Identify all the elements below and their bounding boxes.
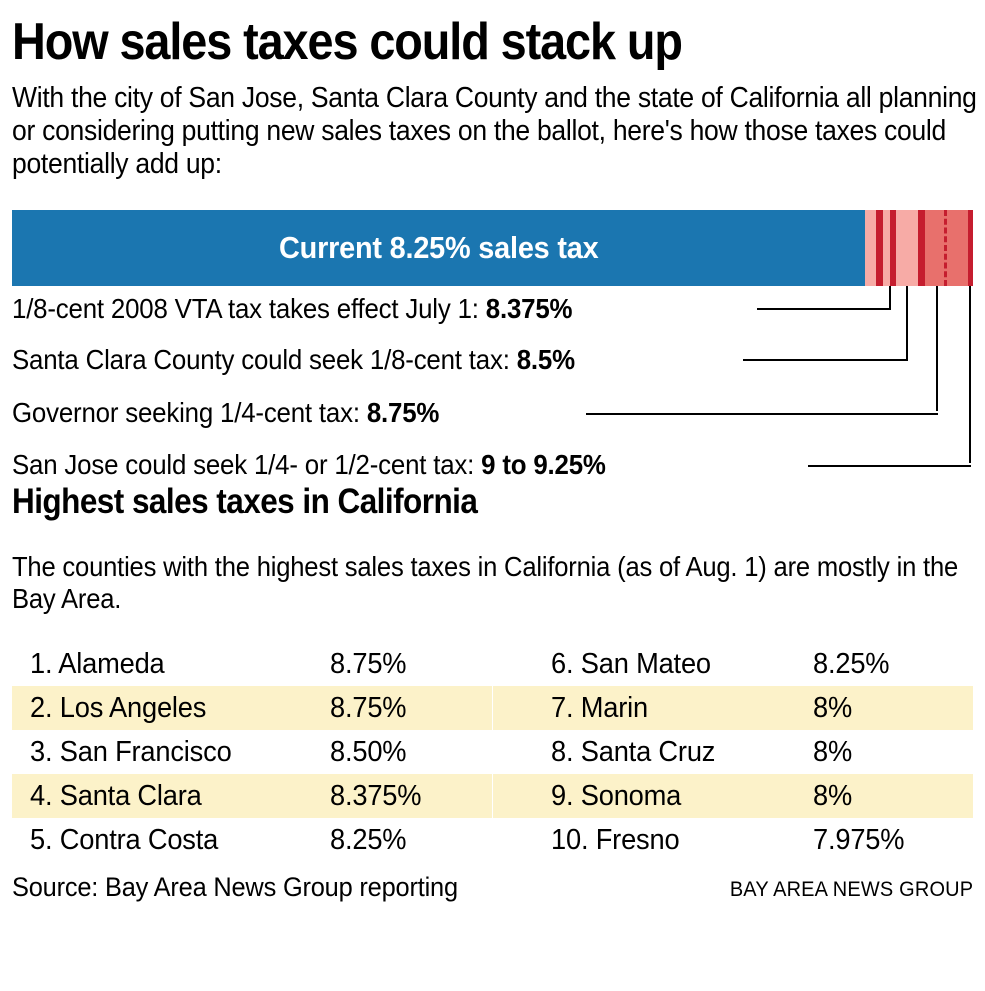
rank-label: 10. Fresno xyxy=(551,823,680,856)
bar-segment-sanjose xyxy=(948,209,969,286)
rank-label: 3. San Francisco xyxy=(30,735,232,768)
callout-label-4: San Jose could seek 1/4- or 1/2-cent tax… xyxy=(12,448,606,480)
rank-column-right: 6. San Mateo 8.25% 7. Marin 8% 8. Santa Cr… xyxy=(493,642,973,862)
rank-label: 7. Marin xyxy=(551,691,648,724)
callout-row-3: Governor seeking 1/4-cent tax: 8.75% xyxy=(12,396,466,430)
table-row: 9. Sonoma 8% xyxy=(493,774,973,819)
callout-row-4: San Jose could seek 1/4- or 1/2-cent tax… xyxy=(12,448,644,482)
callout-label-3: Governor seeking 1/4-cent tax: 8.75% xyxy=(12,396,440,428)
rank-value: 8.75% xyxy=(330,691,407,724)
callout-label-2: Santa Clara County could seek 1/8-cent t… xyxy=(12,343,575,375)
rank-value: 8.25% xyxy=(813,647,890,680)
callout-row-2: Santa Clara County could seek 1/8-cent t… xyxy=(12,343,611,377)
rank-label: 5. Contra Costa xyxy=(30,823,219,856)
table-row: 7. Marin 8% xyxy=(493,686,973,731)
table-row: 1. Alameda 8.75% xyxy=(12,642,492,686)
source-line: Source: Bay Area News Group reporting xyxy=(12,872,458,903)
bar-divider-3 xyxy=(918,209,925,286)
leader-vertical-2 xyxy=(906,285,908,359)
bar-track: Current 8.25% sales tax xyxy=(12,209,973,286)
table-row: 2. Los Angeles 8.75% xyxy=(12,686,492,731)
rank-value: 8.75% xyxy=(330,647,407,680)
table-row: 5. Contra Costa 8.25% xyxy=(12,818,492,862)
leader-vertical-1 xyxy=(889,285,891,308)
table-row: 3. San Francisco 8.50% xyxy=(12,730,492,774)
bar-divider-1 xyxy=(875,209,883,286)
rank-label: 8. Santa Cruz xyxy=(551,735,716,768)
intro-paragraph: With the city of San Jose, Santa Clara C… xyxy=(12,82,977,180)
page-title: How sales taxes could stack up xyxy=(12,13,683,71)
rank-value: 8% xyxy=(813,691,853,724)
table-row: 4. Santa Clara 8.375% xyxy=(12,774,492,819)
bar-segment-governor xyxy=(924,209,944,286)
rank-value: 8% xyxy=(813,779,853,812)
rank-value: 7.975% xyxy=(813,823,905,856)
rank-label: 6. San Mateo xyxy=(551,647,711,680)
table-row: 10. Fresno 7.975% xyxy=(493,818,973,862)
rank-value: 8.25% xyxy=(330,823,407,856)
rank-label: 1. Alameda xyxy=(30,647,165,680)
table-row: 8. Santa Cruz 8% xyxy=(493,730,973,774)
rank-label: 9. Sonoma xyxy=(551,779,682,812)
bar-divider-2 xyxy=(889,209,897,286)
bar-current-label: Current 8.25% sales tax xyxy=(278,229,599,265)
rank-column-left: 1. Alameda 8.75% 2. Los Angeles 8.75% 3. S… xyxy=(12,642,492,862)
callout-row-1: 1/8-cent 2008 VTA tax takes effect July … xyxy=(12,292,608,326)
county-rank-table: 1. Alameda 8.75% 2. Los Angeles 8.75% 3. S… xyxy=(12,642,973,862)
rank-value: 8.50% xyxy=(330,735,407,768)
rank-value: 8.375% xyxy=(330,779,422,812)
rank-label: 2. Los Angeles xyxy=(30,691,207,724)
footer: Source: Bay Area News Group reporting BA… xyxy=(12,872,973,903)
leader-horizontal-1 xyxy=(757,307,891,310)
credit-line: BAY AREA NEWS GROUP xyxy=(729,878,973,902)
leader-vertical-3 xyxy=(936,285,938,411)
callout-label-1: 1/8-cent 2008 VTA tax takes effect July … xyxy=(12,292,573,324)
stacked-tax-bar: Current 8.25% sales tax xyxy=(12,209,973,286)
rank-value: 8% xyxy=(813,735,853,768)
bar-segment-county xyxy=(896,209,919,286)
bar-dashed-marker xyxy=(943,209,949,286)
leader-horizontal-2 xyxy=(743,358,908,361)
callout-list: 1/8-cent 2008 VTA tax takes effect July … xyxy=(12,285,973,482)
bar-segment-vta xyxy=(865,209,876,286)
bar-end-cap xyxy=(968,209,973,286)
leader-horizontal-4 xyxy=(808,464,971,467)
rank-label: 4. Santa Clara xyxy=(30,779,202,812)
bar-segment-current: Current 8.25% sales tax xyxy=(12,209,866,286)
section-description: The counties with the highest sales taxe… xyxy=(12,550,959,614)
infographic-page: How sales taxes could stack up With the … xyxy=(0,14,985,991)
bar-segment-county-lead xyxy=(882,209,890,286)
table-row: 6. San Mateo 8.25% xyxy=(493,642,973,686)
section-title: Highest sales taxes in California xyxy=(12,481,478,521)
leader-horizontal-3 xyxy=(586,412,938,415)
leader-vertical-4 xyxy=(969,285,971,463)
